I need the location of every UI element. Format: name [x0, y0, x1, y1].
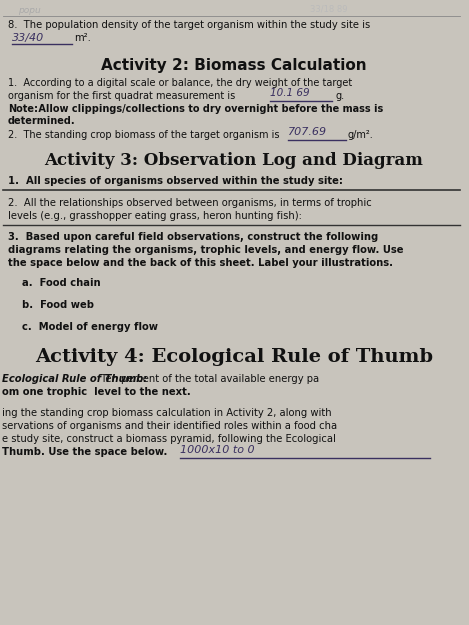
- Text: g.: g.: [335, 91, 344, 101]
- Text: the space below and the back of this sheet. Label your illustrations.: the space below and the back of this she…: [8, 258, 393, 268]
- Text: Thumb. Use the space below.: Thumb. Use the space below.: [2, 447, 167, 457]
- Text: 3.  Based upon careful field observations, construct the following: 3. Based upon careful field observations…: [8, 232, 378, 242]
- Text: servations of organisms and their identified roles within a food cha: servations of organisms and their identi…: [2, 421, 337, 431]
- Text: Ten percent of the total available energy pa: Ten percent of the total available energ…: [98, 374, 319, 384]
- Text: Activity 4: Ecological Rule of Thumb: Activity 4: Ecological Rule of Thumb: [35, 348, 433, 366]
- Text: popu: popu: [18, 6, 41, 15]
- Text: 33/18 89: 33/18 89: [310, 4, 348, 13]
- Text: 707.69: 707.69: [288, 127, 327, 137]
- Text: g/m².: g/m².: [348, 130, 374, 140]
- Text: Note:: Note:: [8, 104, 38, 114]
- Text: 1000x10 to 0: 1000x10 to 0: [180, 445, 255, 455]
- Text: organism for the first quadrat measurement is: organism for the first quadrat measureme…: [8, 91, 235, 101]
- Text: diagrams relating the organisms, trophic levels, and energy flow. Use: diagrams relating the organisms, trophic…: [8, 245, 403, 255]
- Text: m².: m².: [74, 33, 91, 43]
- Text: b.  Food web: b. Food web: [22, 300, 94, 310]
- Text: e study site, construct a biomass pyramid, following the Ecological: e study site, construct a biomass pyrami…: [2, 434, 336, 444]
- Text: Allow clippings/collections to dry overnight before the mass is: Allow clippings/collections to dry overn…: [35, 104, 383, 114]
- Text: Ecological Rule of Thumb:: Ecological Rule of Thumb:: [2, 374, 147, 384]
- Text: 10.1 69: 10.1 69: [270, 88, 310, 98]
- Text: determined.: determined.: [8, 116, 76, 126]
- Text: 2.  The standing crop biomass of the target organism is: 2. The standing crop biomass of the targ…: [8, 130, 280, 140]
- Text: 1.  All species of organisms observed within the study site:: 1. All species of organisms observed wit…: [8, 176, 343, 186]
- Text: Activity 2: Biomass Calculation: Activity 2: Biomass Calculation: [101, 58, 367, 73]
- Text: 8.  The population density of the target organism within the study site is: 8. The population density of the target …: [8, 20, 370, 30]
- Text: c.  Model of energy flow: c. Model of energy flow: [22, 322, 158, 332]
- Text: levels (e.g., grasshopper eating grass, heron hunting fish):: levels (e.g., grasshopper eating grass, …: [8, 211, 302, 221]
- Text: 1.  According to a digital scale or balance, the dry weight of the target: 1. According to a digital scale or balan…: [8, 78, 352, 88]
- Text: 33/40: 33/40: [12, 33, 44, 43]
- Text: ing the standing crop biomass calculation in Activity 2, along with: ing the standing crop biomass calculatio…: [2, 408, 335, 418]
- Text: om one trophic  level to the next.: om one trophic level to the next.: [2, 387, 191, 397]
- Text: a.  Food chain: a. Food chain: [22, 278, 101, 288]
- Text: 2.  All the relationships observed between organisms, in terms of trophic: 2. All the relationships observed betwee…: [8, 198, 372, 208]
- Text: Activity 3: Observation Log and Diagram: Activity 3: Observation Log and Diagram: [45, 152, 424, 169]
